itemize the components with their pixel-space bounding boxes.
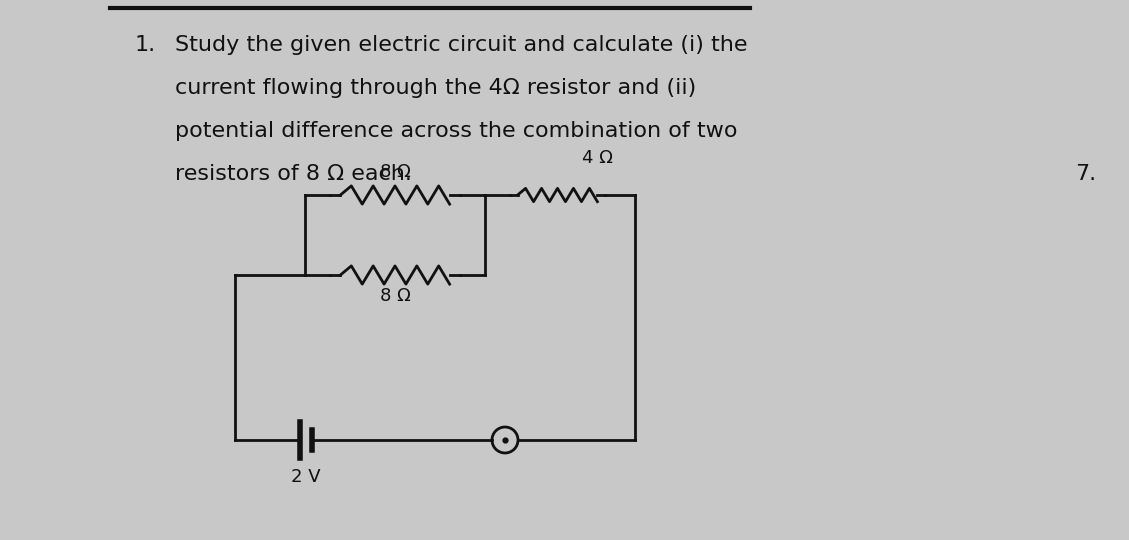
Text: 8 Ω: 8 Ω xyxy=(379,287,410,305)
Text: resistors of 8 Ω each.: resistors of 8 Ω each. xyxy=(175,164,412,184)
Text: current flowing through the 4Ω resistor and (ii): current flowing through the 4Ω resistor … xyxy=(175,78,697,98)
Text: 2 V: 2 V xyxy=(291,468,321,486)
Text: 7.: 7. xyxy=(1075,164,1096,184)
Text: 1.: 1. xyxy=(135,35,156,55)
Text: Study the given electric circuit and calculate (i) the: Study the given electric circuit and cal… xyxy=(175,35,747,55)
Text: 8 Ω: 8 Ω xyxy=(379,163,410,181)
Text: potential difference across the combination of two: potential difference across the combinat… xyxy=(175,121,737,141)
Text: 4 Ω: 4 Ω xyxy=(583,149,613,167)
